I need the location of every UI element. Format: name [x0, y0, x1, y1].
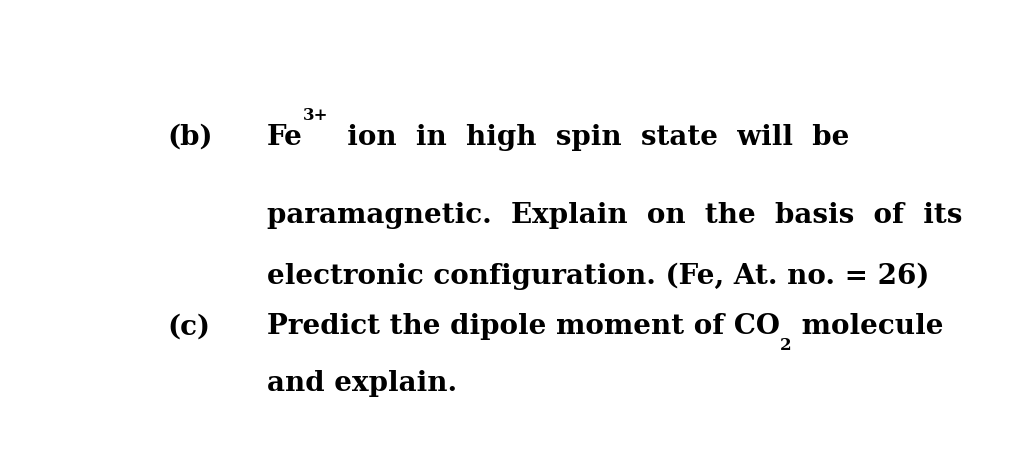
- Text: paramagnetic.  Explain  on  the  basis  of  its: paramagnetic. Explain on the basis of it…: [267, 202, 963, 229]
- Text: electronic configuration. (Fe, At. no. = 26): electronic configuration. (Fe, At. no. =…: [267, 262, 929, 290]
- Text: Fe: Fe: [267, 124, 303, 151]
- Text: (b): (b): [168, 124, 213, 151]
- Text: Predict the dipole moment of CO: Predict the dipole moment of CO: [267, 313, 780, 340]
- Text: ion  in  high  spin  state  will  be: ion in high spin state will be: [329, 124, 850, 151]
- Text: molecule: molecule: [792, 313, 943, 340]
- Text: (c): (c): [168, 313, 211, 340]
- Text: 3+: 3+: [303, 107, 329, 124]
- Text: and explain.: and explain.: [267, 370, 457, 397]
- Text: 2: 2: [780, 337, 792, 354]
